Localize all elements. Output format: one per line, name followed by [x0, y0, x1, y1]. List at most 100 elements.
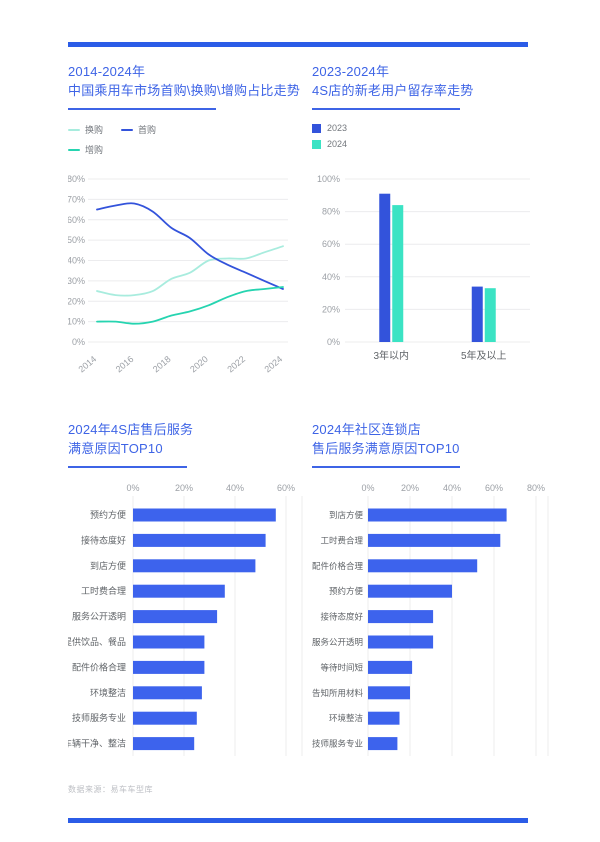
bar-chart: 0% 20% 40% 60% 80% 100% 3年以内 5年及以上 [312, 169, 552, 384]
y-tick-label: 70% [68, 194, 85, 204]
category-label: 预约方便 [90, 509, 126, 520]
line-series [96, 202, 284, 290]
chart-card-retention-rate: 2023-2024年 4S店的新老用户留存率走势 2023 2024 0% 20%… [312, 62, 552, 384]
category-label: 工时费合理 [81, 585, 126, 596]
line-chart: 0% 10% 20% 30% 40% 50% 60% 70% 80% 2014 2016 2018 20… [67, 169, 308, 392]
chart-title-line1: 2023-2024年 [312, 64, 390, 79]
hbar-chart-canvas: 0% 20% 40% 60% 预约方便接待态度好到店方便工时费合理服务公开透明提供饮品、… [63, 483, 303, 756]
x-tick-label: 40% [226, 483, 244, 493]
chart-card-4s-satisfaction: 2024年4S店售后服务 满意原因TOP10 0% 20% 40% 60% 预约方便 接待… [63, 420, 308, 767]
hbar-chart-canvas: 0% 20% 40% 60% 80% 到店方便工时费合理配件价格合理预约方便接待态度好服务… [312, 483, 549, 756]
chart-title-line2: 售后服务满意原因TOP10 [312, 441, 460, 456]
category-label: 技师服务专业 [72, 712, 126, 723]
title-underline [68, 108, 216, 110]
title-underline [68, 466, 187, 468]
legend-label: 首购 [138, 125, 157, 135]
category-label: 到店方便 [90, 560, 126, 571]
legend-label: 2024 [327, 139, 348, 149]
title-underline [312, 108, 460, 110]
category-label: 服务公开透明 [72, 611, 126, 622]
chart-title-line2: 4S店的新老用户留存率走势 [312, 83, 474, 98]
x-tick-label: 20% [175, 483, 193, 493]
y-tick-label: 100% [317, 174, 340, 184]
bar [368, 610, 434, 624]
bar [133, 533, 266, 547]
y-tick-label: 50% [68, 235, 85, 245]
chart-title-line2: 满意原因TOP10 [68, 441, 163, 456]
category-label: 接待态度好 [320, 612, 363, 622]
legend-label: 2023 [327, 123, 348, 133]
x-tick-label: 2018 [151, 354, 173, 375]
bar [368, 533, 501, 547]
y-tick-label: 0% [327, 337, 340, 347]
legend-item: 增购 [68, 143, 103, 156]
category-label: 工时费合理 [320, 535, 363, 545]
bar [133, 635, 205, 649]
bar [368, 711, 400, 725]
chart-title-line1: 2024年社区连锁店 [312, 422, 421, 437]
legend-label: 增购 [85, 145, 104, 155]
bottom-divider-bar [68, 818, 528, 823]
data-source-note: 数据来源：易车车型库 [68, 785, 153, 794]
bar-chart-canvas: 0% 20% 40% 60% 80% 100% 3年以内 5年及以上 [317, 174, 530, 362]
x-tick-label: 60% [485, 483, 503, 493]
legend-item: 2024 [312, 139, 552, 149]
top-divider-bar [68, 42, 528, 47]
category-label: 到店方便 [329, 510, 364, 520]
category-label: 技师服务专业 [312, 739, 363, 749]
legend-item: 换购 [68, 123, 103, 136]
legend-swatch [312, 123, 321, 133]
category-label: 提供饮品、餐品 [68, 636, 126, 647]
chart-title-line1: 2024年4S店售后服务 [68, 422, 194, 437]
x-tick-label: 0% [361, 483, 374, 493]
category-label: 车辆干净、整洁 [68, 738, 126, 749]
y-tick-label: 40% [68, 256, 85, 266]
legend-label: 换购 [85, 125, 104, 135]
bar [133, 559, 256, 573]
category-label: 服务公开透明 [312, 637, 363, 647]
chart-card-community-satisfaction: 2024年社区连锁店 售后服务满意原因TOP10 0% 20% 40% 60% 80% 到… [312, 420, 552, 767]
bar [471, 286, 483, 342]
x-tick-label: 2014 [77, 354, 99, 375]
category-label: 配件价格合理 [312, 561, 363, 571]
x-category-label: 5年及以上 [461, 349, 507, 362]
legend-swatch [68, 128, 80, 131]
y-tick-label: 40% [322, 272, 340, 282]
bar [133, 686, 202, 700]
legend-item: 首购 [121, 123, 156, 136]
category-label: 等待时间短 [320, 662, 363, 672]
y-tick-label: 10% [68, 317, 85, 327]
category-label: 告知所用材料 [312, 688, 363, 698]
bar-chart-legend: 2023 2024 [312, 123, 552, 157]
chart-title: 2024年4S店售后服务 满意原因TOP10 [68, 420, 308, 458]
bar [133, 610, 218, 624]
legend-swatch [121, 128, 134, 131]
category-label: 接待态度好 [81, 534, 126, 545]
y-tick-label: 20% [322, 304, 340, 314]
title-underline [312, 466, 460, 468]
legend-swatch [312, 139, 321, 149]
bar [392, 205, 404, 342]
y-tick-label: 0% [72, 337, 85, 347]
chart-title: 2014-2024年 中国乘用车市场首购\换购\增购占比走势 [68, 62, 308, 100]
line-chart-canvas: 0% 10% 20% 30% 40% 50% 60% 70% 80% 2014 2016 2018 20… [67, 174, 288, 375]
x-tick-label: 40% [443, 483, 461, 493]
bar [484, 288, 496, 342]
x-tick-label: 2022 [225, 354, 247, 375]
category-label: 环境整洁 [329, 713, 364, 723]
x-tick-label: 20% [401, 483, 419, 493]
chart-title-line2: 中国乘用车市场首购\换购\增购占比走势 [68, 83, 301, 98]
chart-title: 2023-2024年 4S店的新老用户留存率走势 [312, 62, 552, 100]
bar [368, 508, 507, 522]
bar [133, 660, 205, 674]
chart-title: 2024年社区连锁店 售后服务满意原因TOP10 [312, 420, 552, 458]
bar [368, 635, 434, 649]
x-category-label: 3年以内 [373, 349, 409, 362]
bar [368, 686, 410, 700]
bar [133, 711, 197, 725]
bar [379, 193, 391, 342]
bar [368, 737, 398, 751]
y-tick-label: 60% [68, 215, 85, 225]
category-label: 配件价格合理 [72, 661, 126, 672]
